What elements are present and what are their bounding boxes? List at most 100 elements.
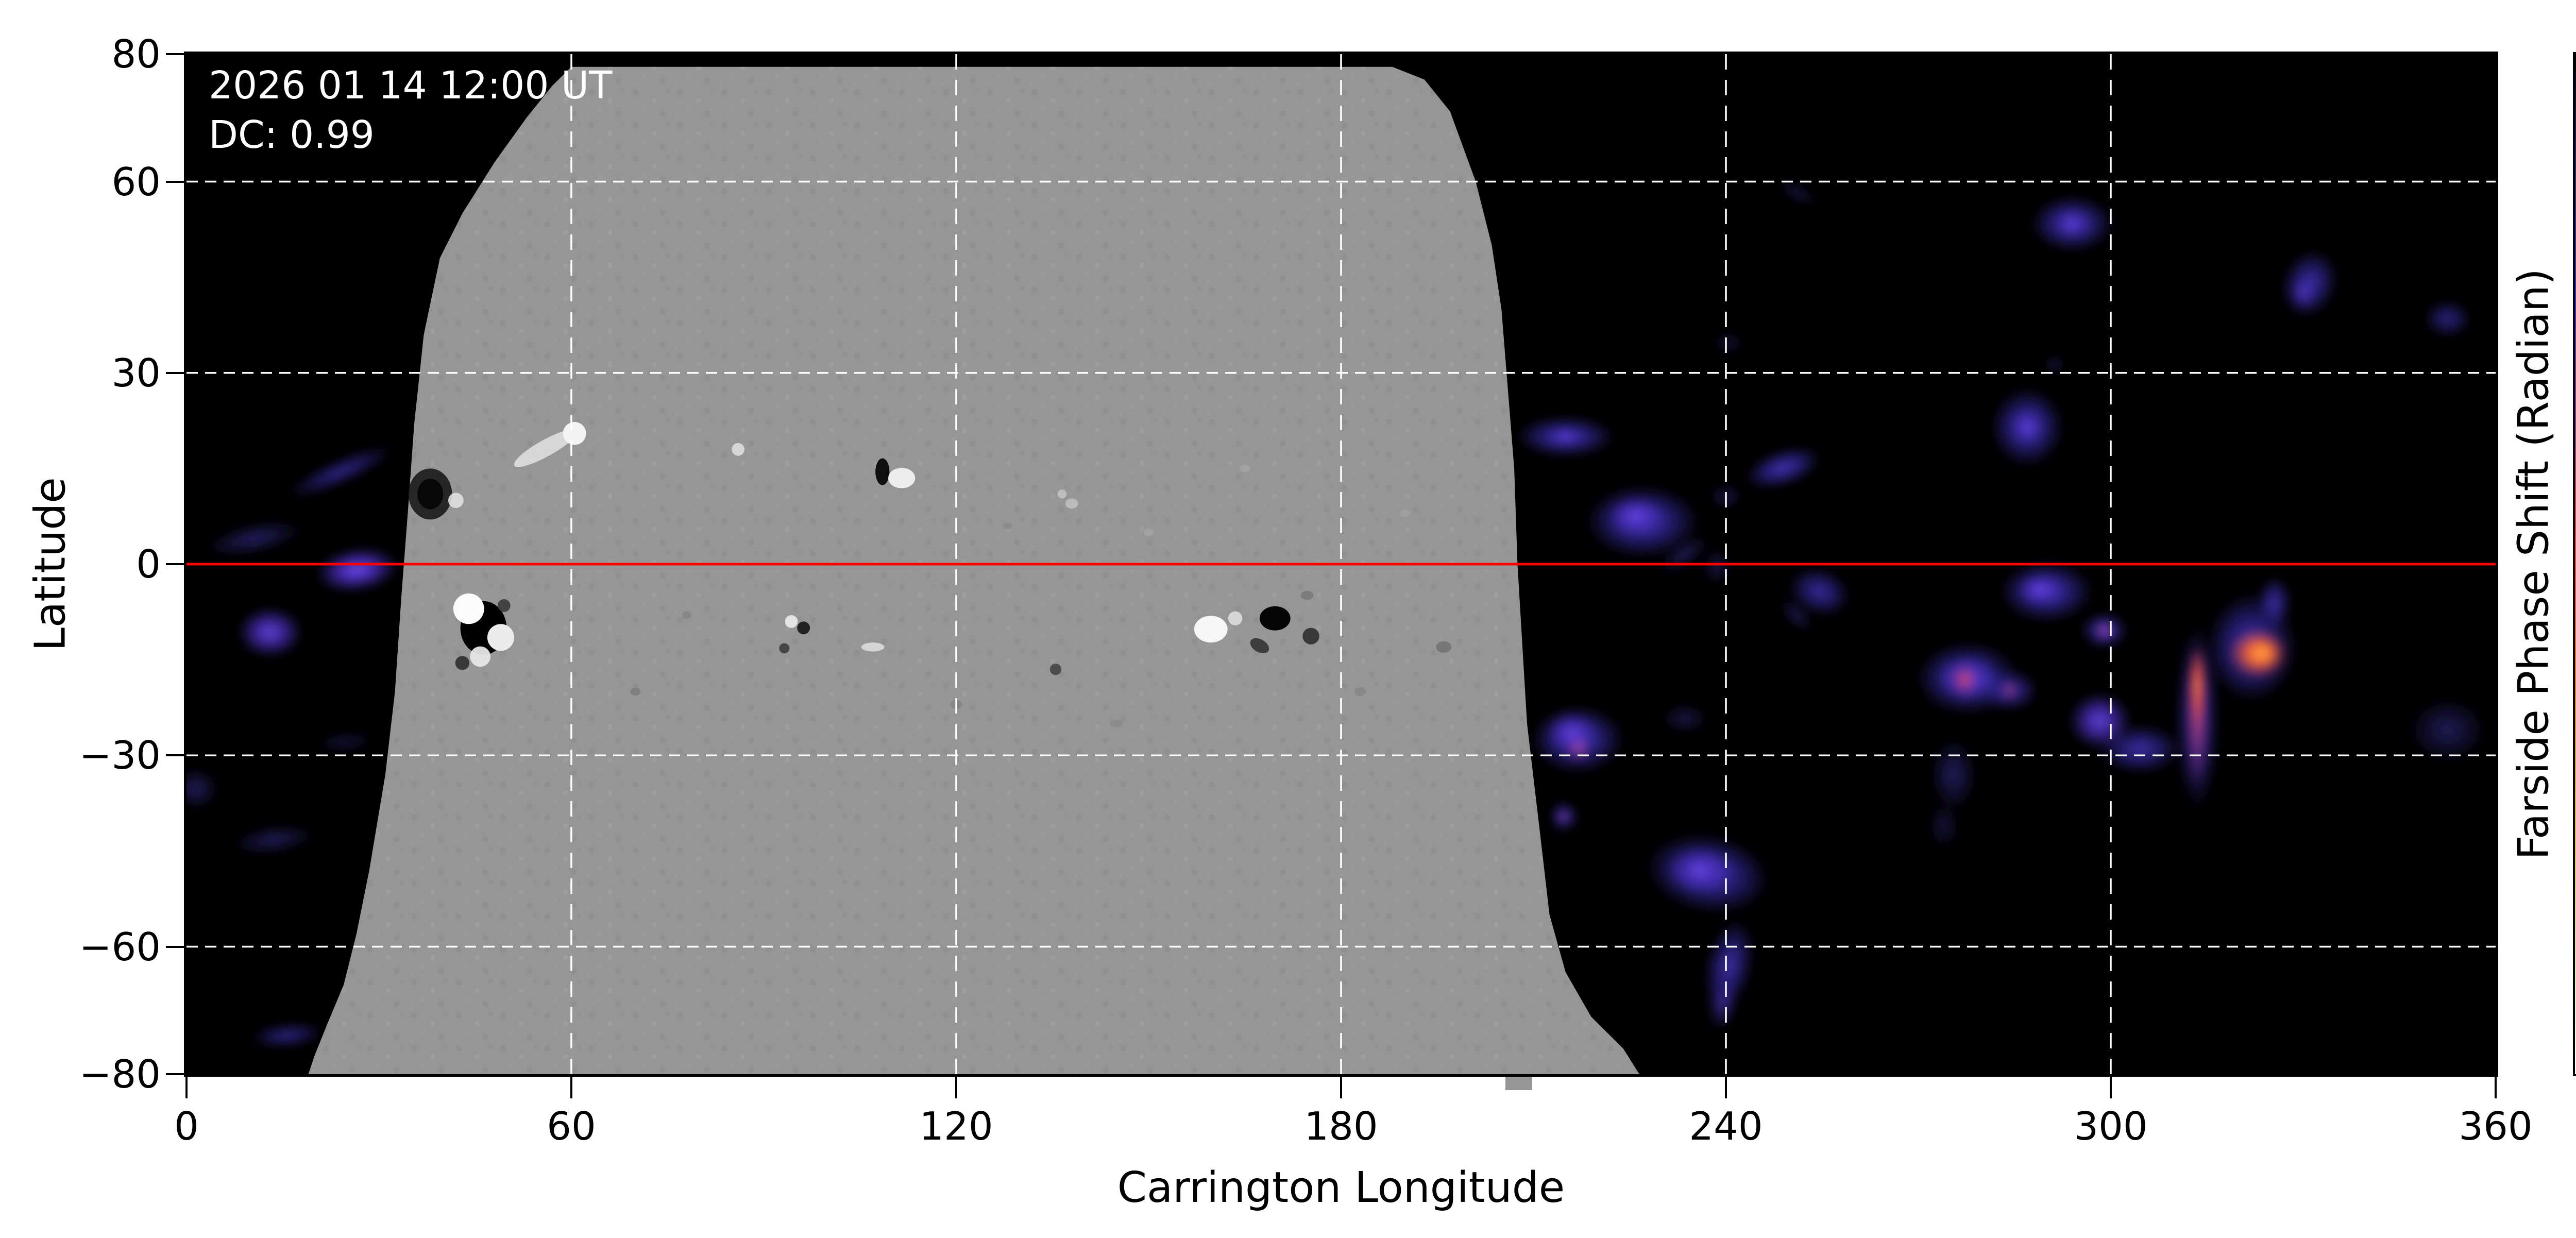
map-annotation: 2026 01 14 12:00 UT DC: 0.99 <box>209 61 612 160</box>
active-region <box>1354 687 1366 697</box>
farside-blob <box>1789 567 1850 616</box>
active-region <box>1065 498 1078 509</box>
farside-blob <box>2017 574 2063 605</box>
active-region <box>1003 522 1012 529</box>
active-region <box>1302 628 1319 645</box>
x-tick-label: 360 <box>2459 1104 2533 1149</box>
y-tick-label: 30 <box>111 350 161 396</box>
y-tick-label: 60 <box>111 159 161 205</box>
y-tick-label: −80 <box>79 1052 161 1097</box>
active-region <box>682 611 691 619</box>
x-tick-mark <box>1725 1077 1727 1098</box>
farside-blob <box>238 607 302 657</box>
active-region <box>1250 638 1269 654</box>
frontside-region-bottom-tab <box>1505 1077 1532 1090</box>
x-tick-label: 300 <box>2074 1104 2148 1149</box>
x-tick-mark <box>955 1077 957 1098</box>
active-region <box>732 443 745 456</box>
active-region <box>1228 611 1243 625</box>
active-region <box>779 643 790 654</box>
active-region <box>797 621 810 635</box>
x-tick-label: 240 <box>1689 1104 1763 1149</box>
farside-blob <box>1703 549 1732 585</box>
farside-blob <box>2054 209 2091 239</box>
y-tick-mark <box>166 945 187 948</box>
active-region <box>1143 528 1154 536</box>
y-axis-label: Latitude <box>26 477 75 651</box>
active-region <box>875 458 890 485</box>
y-tick-label: 80 <box>111 31 161 77</box>
y-tick-label: −60 <box>79 924 161 970</box>
y-tick-label: 0 <box>136 541 161 587</box>
y-tick-mark <box>166 53 187 55</box>
active-region <box>417 479 443 510</box>
farside-blob <box>2409 698 2486 762</box>
active-region <box>1259 606 1291 631</box>
farside-blob <box>289 446 393 498</box>
farside-blob <box>1708 978 1737 1030</box>
y-tick-label: −30 <box>79 733 161 778</box>
active-region <box>1436 641 1452 653</box>
farside-blob <box>1780 599 1813 632</box>
frontside-region-texture <box>308 66 1639 1074</box>
farside-blob <box>233 825 315 854</box>
farside-blob <box>2098 724 2181 773</box>
farside-blob <box>1567 735 1590 761</box>
farside-blob <box>1745 447 1820 489</box>
farside-blob <box>2290 278 2316 309</box>
farside-blob <box>207 521 302 556</box>
active-region <box>563 422 586 445</box>
farside-blob <box>1713 332 1744 353</box>
y-tick-mark <box>166 563 187 565</box>
active-region <box>448 493 464 508</box>
farside-blob <box>251 1023 323 1048</box>
x-tick-mark <box>2110 1077 2112 1098</box>
farside-blob <box>187 768 219 809</box>
active-region <box>1057 489 1067 499</box>
farside-blob <box>1780 180 1816 206</box>
farside-blob <box>2000 680 2019 701</box>
farside-blob <box>1950 663 1979 697</box>
active-region <box>888 468 916 488</box>
x-tick-mark <box>1340 1077 1342 1098</box>
farside-blob <box>1667 847 1734 893</box>
y-tick-mark <box>166 371 187 374</box>
farside-blob <box>2012 409 2043 445</box>
farside-blob <box>1557 810 1570 823</box>
active-region <box>514 429 578 467</box>
x-tick-mark <box>2495 1077 2497 1098</box>
active-region <box>470 646 491 667</box>
frontside-magnetogram-region <box>308 66 1639 1074</box>
gridlines-layer <box>187 54 2496 1074</box>
active-region <box>453 593 484 624</box>
x-tick-mark <box>570 1077 572 1098</box>
farside-colorbar <box>2573 52 2576 1076</box>
map-canvas <box>187 54 2496 1074</box>
farside-blob <box>1928 802 1960 849</box>
active-regions-layer <box>408 422 1452 727</box>
x-axis-label: Carrington Longitude <box>1117 1163 1565 1212</box>
active-region <box>861 642 885 652</box>
y-tick-mark <box>166 180 187 183</box>
active-region <box>1194 616 1228 643</box>
active-region <box>1400 509 1411 517</box>
active-region <box>1110 720 1123 727</box>
x-tick-label: 120 <box>919 1104 993 1149</box>
farside-colorbar-label: Farside Phase Shift (Radian) <box>2509 268 2558 860</box>
farside-blob <box>316 547 398 592</box>
y-tick-mark <box>166 754 187 757</box>
farside-blob <box>2258 576 2291 628</box>
y-tick-mark <box>166 1073 187 1075</box>
farside-blob <box>1662 704 1708 733</box>
farside-blob <box>2424 301 2471 337</box>
active-region <box>455 656 470 670</box>
x-tick-mark <box>185 1077 188 1098</box>
farside-blob <box>2095 621 2113 640</box>
datetime-text: 2026 01 14 12:00 UT <box>209 63 613 108</box>
x-tick-label: 0 <box>174 1104 199 1149</box>
x-tick-label: 60 <box>547 1104 596 1149</box>
active-region <box>1300 590 1314 600</box>
active-region <box>785 615 798 628</box>
farside-blob <box>2190 647 2205 724</box>
